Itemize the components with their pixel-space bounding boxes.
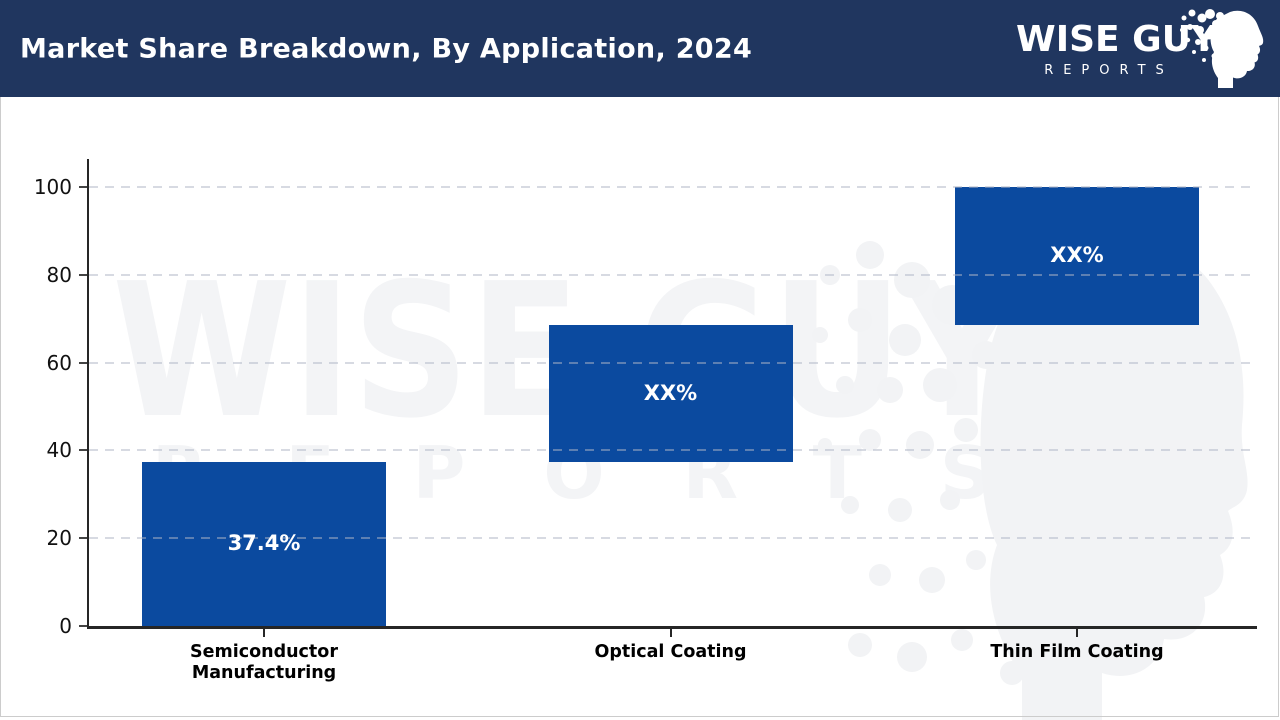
- x-tick-2: [1076, 629, 1078, 637]
- chart-region: WISE GUY REPORTS 0 20 40 60 80 100 37.4% Semico…: [0, 97, 1280, 720]
- gridline-60: [89, 361, 1257, 364]
- page-title: Market Share Breakdown, By Application, …: [20, 33, 753, 64]
- x-category-label-1: Optical Coating: [594, 642, 747, 662]
- x-tick-0: [263, 629, 265, 637]
- gridline-80: [89, 273, 1257, 276]
- y-tick-0: [79, 625, 87, 627]
- y-tick-80: [79, 273, 87, 276]
- bar-2: [955, 187, 1199, 326]
- y-tick-label-0: 0: [59, 614, 72, 638]
- y-tick-label-40: 40: [46, 438, 72, 463]
- gridline-40: [89, 449, 1257, 452]
- y-tick-label-60: 60: [46, 350, 72, 375]
- x-category-label-0: Semiconductor Manufacturing: [190, 642, 338, 683]
- brand-name: WISE GUY: [1016, 19, 1218, 60]
- plot-area: 0 20 40 60 80 100 37.4% Semiconductor Manufactu…: [0, 97, 1280, 720]
- y-tick-label-20: 20: [46, 526, 72, 551]
- bar-label-1: XX%: [643, 380, 698, 405]
- gridline-20: [89, 537, 1257, 540]
- y-axis-line: [87, 159, 89, 629]
- bar-0: [142, 461, 386, 626]
- y-tick-20: [79, 537, 87, 540]
- y-tick-label-100: 100: [33, 175, 72, 199]
- y-tick-60: [79, 361, 87, 364]
- gridline-100: [89, 186, 1257, 188]
- y-tick-100: [79, 186, 87, 188]
- watermark-dotted-head-icon: [812, 239, 1248, 720]
- brand-logo: WISE GUY REPORTS: [1016, 4, 1268, 94]
- x-category-label-2: Thin Film Coating: [990, 642, 1164, 662]
- x-tick-1: [669, 629, 672, 637]
- bar-label-2: XX%: [1050, 243, 1104, 268]
- y-tick-label-80: 80: [46, 262, 72, 287]
- bar-1: [548, 325, 793, 462]
- dotted-head-profile-icon: [1180, 9, 1264, 89]
- brand-logo-text: WISE GUY REPORTS: [1016, 19, 1218, 79]
- bar-label-0: 37.4%: [227, 530, 301, 555]
- x-axis-line: [87, 626, 1257, 629]
- brand-subtitle: REPORTS: [1044, 63, 1174, 78]
- header-bar: Market Share Breakdown, By Application, …: [0, 0, 1280, 97]
- y-tick-40: [79, 449, 87, 452]
